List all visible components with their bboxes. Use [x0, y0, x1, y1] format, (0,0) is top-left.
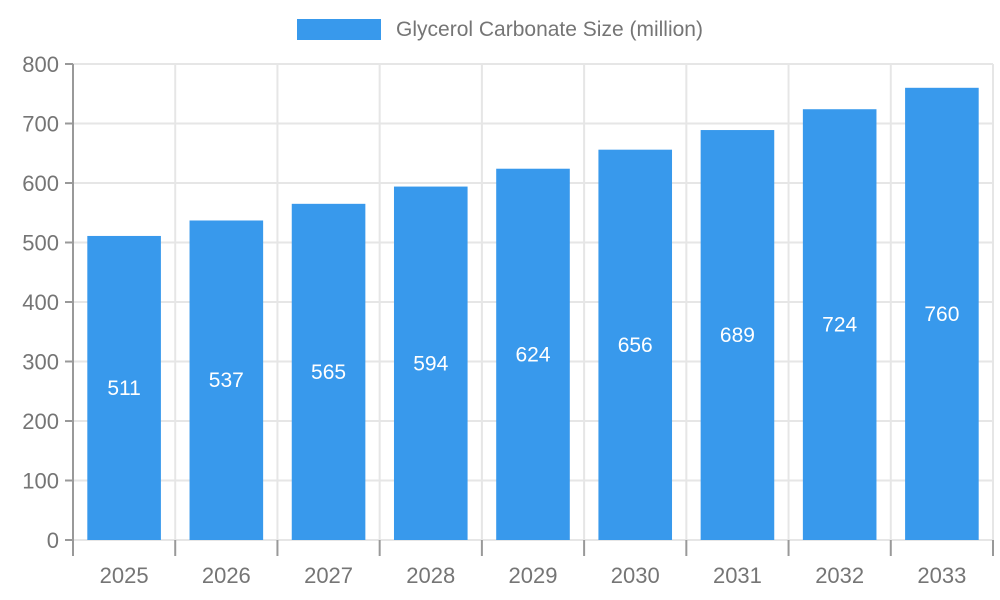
- y-axis-tick-label: 0: [47, 528, 59, 553]
- x-axis-tick-label: 2027: [304, 563, 353, 588]
- x-axis-tick-label: 2031: [713, 563, 762, 588]
- bar-value-label: 511: [107, 377, 140, 400]
- x-axis-tick-label: 2025: [100, 563, 149, 588]
- x-axis-tick-label: 2030: [611, 563, 660, 588]
- legend-label: Glycerol Carbonate Size (million): [396, 18, 703, 41]
- y-axis-tick-label: 600: [22, 171, 59, 196]
- y-axis-tick-label: 400: [22, 290, 59, 315]
- bar-2029[interactable]: [496, 168, 570, 540]
- y-axis-tick-label: 200: [22, 409, 59, 434]
- bar-value-label: 624: [515, 343, 550, 366]
- x-axis-tick-label: 2032: [815, 563, 864, 588]
- bar-2025[interactable]: [87, 235, 161, 540]
- bar-2031[interactable]: [700, 130, 775, 541]
- y-axis-tick-label: 500: [22, 231, 59, 256]
- y-axis-tick-label: 300: [22, 350, 59, 375]
- x-axis-tick-label: 2029: [509, 563, 558, 588]
- x-axis-tick-label: 2028: [406, 563, 455, 588]
- bar-2033[interactable]: [905, 87, 979, 541]
- bar-value-label: 760: [924, 303, 959, 326]
- x-axis-tick-label: 2033: [917, 563, 966, 588]
- bar-2028[interactable]: [393, 186, 468, 540]
- bar-2032[interactable]: [802, 109, 877, 540]
- x-axis-tick-label: 2026: [202, 563, 251, 588]
- bar-2030[interactable]: [598, 149, 673, 540]
- bar-2026[interactable]: [189, 220, 264, 541]
- y-axis-tick-label: 700: [22, 112, 59, 137]
- bar-value-label: 537: [209, 369, 244, 392]
- bar-value-label: 689: [720, 324, 755, 347]
- bar-value-label: 594: [413, 352, 448, 375]
- bar-value-label: 565: [311, 361, 346, 384]
- bar-value-label: 724: [822, 314, 857, 337]
- bar-2027[interactable]: [291, 203, 366, 540]
- y-axis-tick-label: 800: [22, 52, 59, 77]
- legend-swatch-icon: [297, 19, 382, 40]
- y-axis-tick-label: 100: [22, 469, 59, 494]
- bar-value-label: 656: [618, 334, 653, 357]
- legend[interactable]: Glycerol Carbonate Size (million): [0, 19, 1000, 40]
